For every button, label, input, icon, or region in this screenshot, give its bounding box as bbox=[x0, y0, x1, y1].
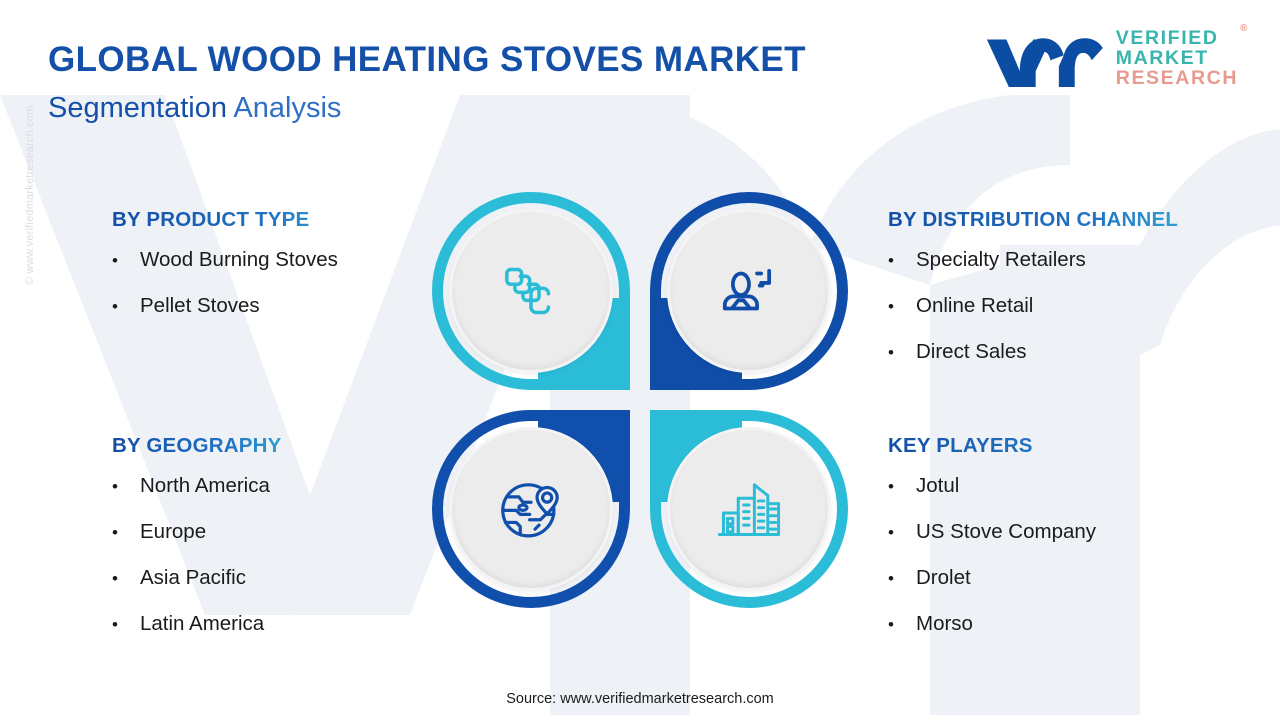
bullet-icon: • bbox=[112, 297, 118, 316]
registered-trademark-icon: ® bbox=[1240, 23, 1249, 35]
subtitle-light: Analysis bbox=[226, 92, 342, 124]
segmentation-pinwheel bbox=[432, 192, 848, 608]
list-item-label: Specialty Retailers bbox=[916, 248, 1086, 271]
list-item: • Asia Pacific bbox=[112, 566, 281, 590]
list-item-label: Jotul bbox=[916, 474, 960, 497]
bullet-icon: • bbox=[888, 569, 894, 588]
logo-word-market: MARKET bbox=[1115, 47, 1209, 70]
segment-title: BY PRODUCT TYPE bbox=[112, 208, 338, 232]
list-item: • Wood Burning Stoves bbox=[112, 248, 338, 272]
list-item-label: Direct Sales bbox=[916, 340, 1027, 363]
logo-word-research: RESEARCH bbox=[1115, 66, 1238, 89]
list-item: • Jotul bbox=[888, 474, 1096, 498]
list-item-label: US Stove Company bbox=[916, 520, 1097, 543]
logo-wordmark: VERIFIED MARKET RESEARCH ® bbox=[1115, 23, 1248, 89]
segment-list: • Jotul • US Stove Company • Drolet • Morso bbox=[888, 474, 1096, 636]
list-item-label: Drolet bbox=[916, 566, 971, 589]
list-item: • North America bbox=[112, 474, 281, 498]
vmr-monogram-icon bbox=[986, 38, 1103, 88]
list-item-label: Europe bbox=[140, 520, 207, 543]
list-item: • Specialty Retailers bbox=[888, 248, 1178, 272]
segment-list: • Wood Burning Stoves • Pellet Stoves bbox=[112, 248, 338, 318]
list-item-label: Morso bbox=[916, 612, 973, 635]
pinwheel-quadrant-geography bbox=[432, 410, 630, 608]
segment-product-type: BY PRODUCT TYPE • Wood Burning Stoves • Pe… bbox=[112, 208, 338, 340]
pinwheel-quadrant-distribution-channel bbox=[650, 192, 848, 390]
brand-logo: VERIFIED MARKET RESEARCH ® bbox=[982, 23, 1248, 90]
globe-location-pin-icon bbox=[501, 483, 559, 538]
page-subtitle: Segmentation Analysis bbox=[48, 92, 341, 125]
segment-distribution-channel: BY DISTRIBUTION CHANNEL • Specialty Retai… bbox=[888, 208, 1178, 386]
quadrant-disc bbox=[667, 209, 831, 373]
logo-word-verified: VERIFIED bbox=[1115, 27, 1219, 50]
segment-list: • North America • Europe • Asia Pacific • La… bbox=[112, 474, 281, 636]
list-item: • Drolet bbox=[888, 566, 1096, 590]
list-item: • Morso bbox=[888, 612, 1096, 636]
bullet-icon: • bbox=[112, 615, 118, 634]
user-distribution-icon bbox=[722, 268, 772, 311]
bullet-icon: • bbox=[888, 615, 894, 634]
subtitle-bold: Segmentation bbox=[48, 92, 227, 124]
quadrant-disc bbox=[667, 427, 831, 591]
pinwheel-quadrant-key-players bbox=[650, 410, 848, 608]
list-item: • Direct Sales bbox=[888, 340, 1178, 364]
bullet-icon: • bbox=[112, 523, 118, 542]
bullet-icon: • bbox=[888, 297, 894, 316]
list-item-label: Asia Pacific bbox=[140, 566, 246, 589]
segment-title: BY DISTRIBUTION CHANNEL bbox=[888, 208, 1179, 231]
quadrant-disc bbox=[449, 427, 613, 591]
bullet-icon: • bbox=[888, 251, 894, 270]
stacked-layers-icon bbox=[505, 267, 551, 315]
list-item: • US Stove Company bbox=[888, 520, 1096, 544]
list-item-label: Pellet Stoves bbox=[140, 294, 260, 317]
pinwheel-quadrant-product-type bbox=[432, 192, 630, 390]
quadrant-disc bbox=[449, 209, 613, 373]
city-buildings-icon bbox=[717, 483, 781, 537]
segment-list: • Specialty Retailers • Online Retail • Dir… bbox=[888, 248, 1178, 364]
list-item: • Latin America bbox=[112, 612, 281, 636]
segment-title: KEY PLAYERS bbox=[888, 434, 1096, 458]
bullet-icon: • bbox=[112, 477, 118, 496]
list-item-label: Wood Burning Stoves bbox=[140, 248, 338, 271]
list-item-label: Online Retail bbox=[916, 294, 1034, 317]
header: GLOBAL WOOD HEATING STOVES MARKET Segmen… bbox=[0, 0, 1280, 140]
segment-geography: BY GEOGRAPHY • North America • Europe • Asi… bbox=[112, 434, 281, 658]
segment-key-players: KEY PLAYERS • Jotul • US Stove Company • Dr… bbox=[888, 434, 1096, 658]
segment-title: BY GEOGRAPHY bbox=[112, 434, 282, 457]
bullet-icon: • bbox=[888, 343, 894, 362]
source-footer: Source: www.verifiedmarketresearch.com bbox=[506, 691, 774, 707]
bullet-icon: • bbox=[888, 523, 894, 542]
list-item-label: North America bbox=[140, 474, 270, 497]
list-item-label: Latin America bbox=[140, 612, 265, 635]
list-item: • Europe bbox=[112, 520, 281, 544]
bullet-icon: • bbox=[888, 477, 894, 496]
list-item: • Online Retail bbox=[888, 294, 1178, 318]
bullet-icon: • bbox=[112, 569, 118, 588]
list-item: • Pellet Stoves bbox=[112, 294, 338, 318]
bullet-icon: • bbox=[112, 251, 118, 270]
page-title: GLOBAL WOOD HEATING STOVES MARKET bbox=[48, 40, 806, 79]
